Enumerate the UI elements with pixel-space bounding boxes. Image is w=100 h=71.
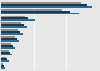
Bar <box>1 22 21 24</box>
Bar <box>1 45 13 47</box>
Bar <box>1 50 9 52</box>
Bar <box>1 63 3 65</box>
Bar <box>1 40 19 42</box>
Bar <box>1 19 35 21</box>
Bar <box>1 36 15 38</box>
Bar <box>1 6 92 8</box>
Bar <box>1 58 7 60</box>
Bar <box>1 33 23 35</box>
Bar <box>1 52 10 54</box>
Bar <box>1 2 81 4</box>
Bar <box>1 26 28 28</box>
Bar <box>1 16 24 17</box>
Bar <box>1 29 18 31</box>
Bar <box>1 24 23 26</box>
Bar <box>1 4 87 6</box>
Bar <box>1 54 12 55</box>
Bar <box>1 38 17 40</box>
Bar <box>1 57 6 58</box>
Bar <box>1 9 62 11</box>
Bar <box>1 60 9 62</box>
Bar <box>1 65 4 67</box>
Bar <box>1 13 79 14</box>
Bar <box>1 67 5 69</box>
Bar <box>1 47 15 49</box>
Bar <box>1 17 28 19</box>
Bar <box>1 43 11 45</box>
Bar <box>1 31 20 33</box>
Bar <box>1 11 70 13</box>
